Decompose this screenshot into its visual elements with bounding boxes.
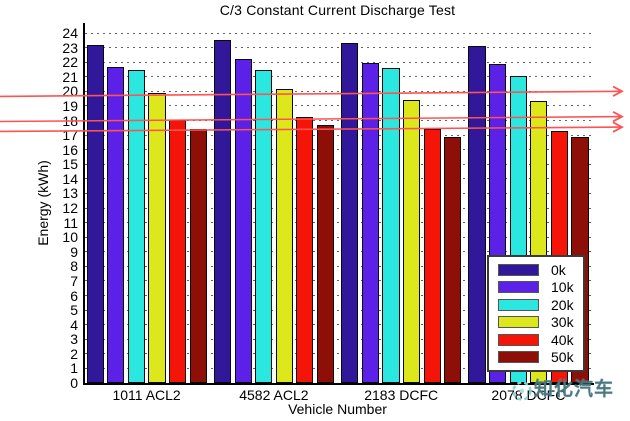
bar-40k-4582 <box>296 116 314 383</box>
legend-label-20k: 20k <box>551 296 574 313</box>
bar-0k-1011 <box>86 44 104 383</box>
y-tick-24: 24 <box>62 25 78 41</box>
bar-30k-2183 <box>403 100 421 383</box>
bar-0k-2183 <box>341 43 359 383</box>
gridline-13 <box>85 192 594 194</box>
bar-20k-4582 <box>255 70 273 383</box>
legend-swatch-40k <box>498 333 539 346</box>
x-axis-label: Vehicle Number <box>288 401 387 417</box>
bar-0k-4582 <box>213 40 232 383</box>
bar-10k-2183 <box>361 62 379 383</box>
y-tick-11: 11 <box>63 214 78 231</box>
gridline-7 <box>85 280 594 282</box>
y-tick-21: 21 <box>62 68 78 85</box>
gridline-23 <box>85 47 594 49</box>
y-tick-18: 18 <box>62 112 78 129</box>
legend-item-10k: 10k <box>489 279 583 295</box>
x-tick-1011: 1011 ACL2 <box>112 387 181 403</box>
x-tick-2078: 2078 DCFC <box>491 387 566 403</box>
y-tick-1: 1 <box>70 360 78 377</box>
legend-label-50k: 50k <box>551 349 574 366</box>
legend-item-30k: 30k <box>489 314 583 330</box>
bar-40k-1011 <box>169 119 187 383</box>
y-tick-3: 3 <box>70 331 78 348</box>
watermark: 知化汽车 <box>510 378 614 402</box>
y-tick-13: 13 <box>62 185 78 202</box>
legend-swatch-50k <box>498 351 539 364</box>
gridline-8 <box>85 265 594 267</box>
legend-item-0k: 0k <box>489 262 583 278</box>
gridline-9 <box>85 251 594 253</box>
gridline-2 <box>85 353 594 355</box>
gridline-22 <box>85 61 594 63</box>
gridline-17 <box>85 134 594 136</box>
y-tick-12: 12 <box>62 200 78 216</box>
bar-50k-4582 <box>316 124 335 383</box>
x-tick-4582: 4582 ACL2 <box>239 387 309 403</box>
watermark-logo-icon <box>512 381 532 401</box>
y-tick-20: 20 <box>62 83 78 100</box>
y-tick-10: 10 <box>62 229 78 246</box>
bar-10k-1011 <box>107 66 125 383</box>
legend-item-40k: 40k <box>489 332 583 348</box>
y-tick-16: 16 <box>62 141 78 158</box>
bar-40k-2183 <box>423 129 441 383</box>
bar-30k-4582 <box>275 89 293 383</box>
y-tick-6: 6 <box>70 287 78 304</box>
legend-label-40k: 40k <box>551 331 574 348</box>
legend: 0k 10k 20k 30k 40k 50k <box>487 255 585 372</box>
gridline-11 <box>85 222 594 224</box>
gridline-4 <box>85 324 594 326</box>
y-tick-7: 7 <box>70 272 78 289</box>
legend-swatch-10k <box>498 281 539 294</box>
bar-20k-1011 <box>127 70 145 383</box>
gridline-16 <box>85 149 594 151</box>
gridline-24 <box>85 32 594 34</box>
y-tick-19: 19 <box>62 97 78 114</box>
gridline-19 <box>85 105 594 107</box>
bar-50k-2183 <box>444 136 462 383</box>
y-tick-15: 15 <box>62 156 78 173</box>
gridline-15 <box>85 163 594 165</box>
legend-swatch-30k <box>498 316 539 329</box>
y-tick-22: 22 <box>62 54 78 71</box>
gridline-6 <box>85 295 594 296</box>
gridline-5 <box>85 309 594 311</box>
legend-label-30k: 30k <box>551 314 574 331</box>
bar-10k-4582 <box>234 58 252 383</box>
bar-0k-2078 <box>468 46 486 383</box>
gridline-10 <box>85 236 594 238</box>
legend-label-0k: 0k <box>551 261 566 278</box>
legend-item-50k: 50k <box>489 349 583 365</box>
y-tick-14: 14 <box>62 170 78 187</box>
y-tick-8: 8 <box>70 258 78 275</box>
gridline-3 <box>85 338 594 340</box>
x-tick-2183: 2183 DCFC <box>364 387 439 403</box>
bar-20k-2183 <box>382 68 400 383</box>
gridline-14 <box>85 178 594 180</box>
y-tick-0: 0 <box>70 375 78 391</box>
y-tick-5: 5 <box>70 302 78 319</box>
y-tick-4: 4 <box>70 316 78 333</box>
y-tick-23: 23 <box>62 39 78 56</box>
gridline-21 <box>85 76 594 78</box>
bar-30k-1011 <box>148 92 166 383</box>
y-tick-2: 2 <box>70 345 78 362</box>
y-tick-9: 9 <box>70 243 78 260</box>
gridline-1 <box>85 367 594 369</box>
y-tick-17: 17 <box>62 127 78 144</box>
legend-label-10k: 10k <box>551 279 574 296</box>
legend-item-20k: 20k <box>489 297 583 313</box>
watermark-text: 知化汽车 <box>534 379 615 400</box>
legend-swatch-0k <box>498 263 539 276</box>
annotation-arrowhead-3 <box>612 121 624 133</box>
bar-50k-1011 <box>189 129 207 383</box>
annotation-arrowhead-2 <box>612 111 624 123</box>
annotation-arrowhead-1 <box>612 85 624 97</box>
chart-title: C/3 Constant Current Discharge Test <box>219 2 456 18</box>
gridline-12 <box>85 207 594 209</box>
legend-swatch-20k <box>498 298 539 311</box>
